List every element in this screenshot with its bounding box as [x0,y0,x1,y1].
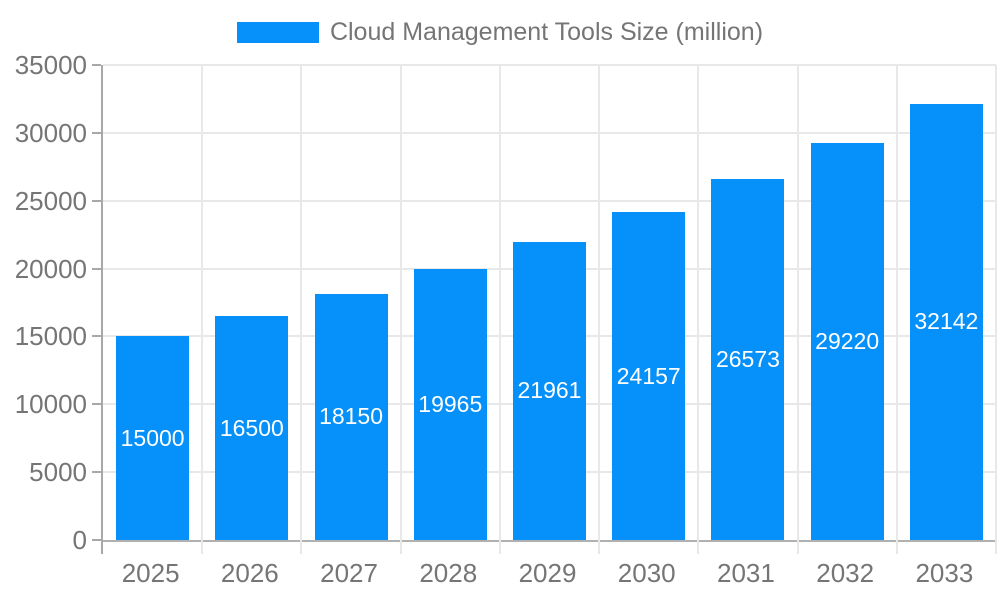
y-axis-label: 30000 [14,117,87,148]
x-axis-origin-tick [101,540,103,554]
x-axis-label: 2029 [518,558,577,588]
y-axis-label: 35000 [14,50,87,80]
gridline-h [103,199,996,202]
bar-value-label: 21961 [517,377,582,404]
bar-value-label: 26573 [715,346,780,373]
x-axis-label: 2033 [915,558,974,588]
gridline-v [598,65,601,554]
y-axis-label: 20000 [14,253,87,284]
y-axis-tick-mark [92,471,101,474]
gridline-v [201,65,204,554]
y-axis-label: 25000 [14,185,87,216]
y-axis-tick-mark [92,199,101,202]
bar: 15000 [116,336,190,540]
bar-value-label: 19965 [418,391,483,418]
y-axis-label: 5000 [29,457,87,488]
bar-value-label: 18150 [319,403,384,430]
bar: 16500 [215,316,289,540]
legend-swatch [236,21,319,43]
gridline-h [103,131,996,134]
y-axis-label: 15000 [14,321,87,352]
gridline-v [995,65,997,554]
x-axis-label: 2028 [419,558,478,588]
bar: 21961 [513,241,586,540]
gridline-v [895,65,898,554]
legend-label: Cloud Management Tools Size (million) [329,17,764,46]
bar: 24157 [612,212,686,540]
bar-value-label: 32142 [914,308,979,335]
y-axis-tick-mark [92,335,101,338]
bar-value-label: 16500 [219,414,284,441]
x-axis-label: 2032 [816,558,875,588]
gridline-v [399,65,402,554]
gridline-v [498,65,501,554]
bar: 32142 [909,103,983,540]
bar: 26573 [711,179,785,540]
x-axis-label: 2031 [717,558,775,588]
gridline-v [796,65,799,554]
x-axis-label: 2030 [617,558,676,588]
gridline-v [697,65,700,554]
bar: 19965 [413,269,487,540]
y-axis-tick-mark [92,539,101,541]
bar: 18150 [314,293,388,540]
y-axis-label: 10000 [14,389,87,420]
gridline-v [300,65,303,554]
plot-area: 15000 16500 18150 19965 21961 24157 26573 29220… [92,64,997,554]
gridline-h [103,64,996,66]
y-axis-label: 0 [72,525,87,555]
bar-value-label: 24157 [616,362,681,389]
bar-value-label: 29220 [815,328,880,355]
x-axis-label: 2027 [320,558,378,588]
x-axis-label: 2026 [220,558,279,588]
legend: Cloud Management Tools Size (million) [0,17,1000,47]
bar-value-label: 15000 [120,424,185,451]
y-axis-tick-mark [92,403,101,406]
y-axis-tick-mark [92,267,101,270]
x-axis-label: 2025 [121,558,180,588]
y-axis-tick-mark [92,64,101,66]
y-axis-tick-mark [92,131,101,134]
bar: 29220 [810,143,884,540]
